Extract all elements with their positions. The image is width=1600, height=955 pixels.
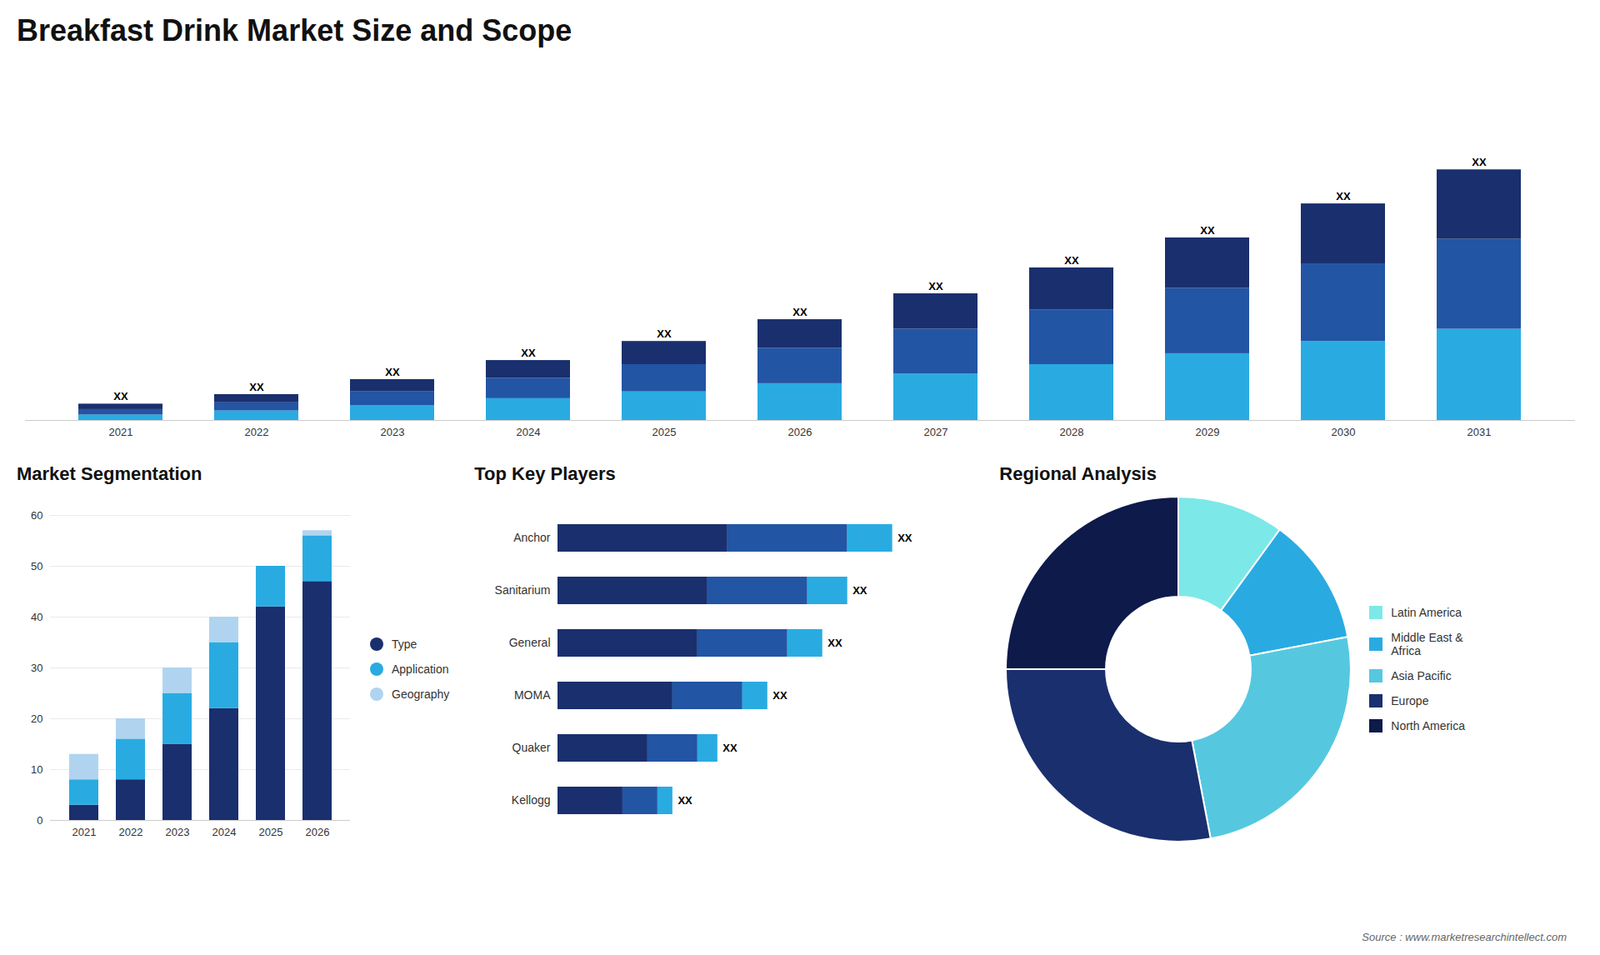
svg-text:XX: XX — [852, 584, 868, 597]
svg-text:XX: XX — [792, 305, 808, 319]
svg-text:2025: 2025 — [259, 825, 284, 839]
html-text:Regional Analysis: Regional Analysis — [999, 463, 1157, 485]
svg-text:40: 40 — [30, 610, 43, 624]
svg-text:XX: XX — [1064, 254, 1080, 267]
svg-text:2028: 2028 — [1060, 425, 1085, 439]
svg-text:XX: XX — [656, 327, 672, 340]
svg-text:Sanitarium: Sanitarium — [495, 583, 551, 597]
svg-text:2027: 2027 — [924, 425, 949, 439]
svg-text:XX: XX — [678, 794, 694, 807]
svg-text:XX: XX — [1335, 190, 1351, 203]
html-text:Middle East & Africa: Middle East & Africa — [1391, 630, 1464, 658]
html-text:Application: Application — [391, 662, 449, 676]
svg-text:2023: 2023 — [165, 825, 190, 839]
html-text:Latin America: Latin America — [1391, 605, 1462, 620]
svg-text:XX: XX — [928, 280, 944, 293]
svg-text:XX: XX — [773, 689, 789, 702]
svg-text:60: 60 — [30, 509, 43, 522]
html-text:Market Segmentation: Market Segmentation — [16, 463, 203, 485]
svg-text:2026: 2026 — [788, 425, 813, 439]
html-text:Top Key Players: Top Key Players — [474, 463, 616, 485]
svg-text:10: 10 — [30, 763, 43, 776]
html-text:Geography: Geography — [391, 687, 450, 701]
html-text:Asia Pacific: Asia Pacific — [1391, 669, 1452, 683]
svg-text:2023: 2023 — [380, 425, 405, 439]
svg-text:XX: XX — [827, 636, 843, 650]
svg-text:0: 0 — [36, 814, 43, 827]
svg-text:Quaker: Quaker — [512, 740, 551, 755]
svg-text:XX: XX — [520, 346, 536, 360]
html-text:Source : www.marketresearchint: Source : www.marketresearchintellect.com — [1361, 930, 1567, 944]
html-text:North America: North America — [1391, 719, 1465, 733]
svg-text:2024: 2024 — [516, 425, 541, 439]
svg-text:2025: 2025 — [652, 425, 677, 439]
svg-text:XX: XX — [385, 365, 400, 379]
svg-text:XX: XX — [113, 390, 129, 403]
svg-text:General: General — [509, 635, 551, 650]
svg-text:20: 20 — [30, 712, 43, 725]
svg-text:2021: 2021 — [109, 425, 134, 439]
svg-text:2024: 2024 — [212, 825, 237, 839]
svg-text:2021: 2021 — [72, 825, 97, 839]
svg-text:2022: 2022 — [119, 825, 144, 839]
html-text:Type: Type — [391, 637, 417, 651]
svg-text:30: 30 — [30, 661, 43, 675]
svg-text:MOMA: MOMA — [514, 688, 551, 702]
svg-text:XX: XX — [1200, 224, 1215, 237]
svg-text:XX: XX — [723, 741, 739, 755]
svg-text:2022: 2022 — [245, 425, 270, 439]
svg-text:XX: XX — [897, 531, 913, 545]
svg-text:2030: 2030 — [1331, 425, 1356, 439]
svg-text:50: 50 — [30, 560, 43, 573]
svg-text:XX: XX — [1471, 155, 1487, 169]
svg-text:Anchor: Anchor — [513, 530, 551, 545]
svg-text:2026: 2026 — [305, 825, 330, 839]
svg-text:XX: XX — [249, 380, 265, 394]
html-text:Europe: Europe — [1391, 694, 1429, 708]
html-text:Breakfast Drink Market Size an: Breakfast Drink Market Size and Scope — [16, 13, 572, 48]
svg-text:2029: 2029 — [1195, 425, 1220, 439]
svg-text:2031: 2031 — [1467, 425, 1492, 439]
svg-text:Kellogg: Kellogg — [511, 793, 551, 807]
